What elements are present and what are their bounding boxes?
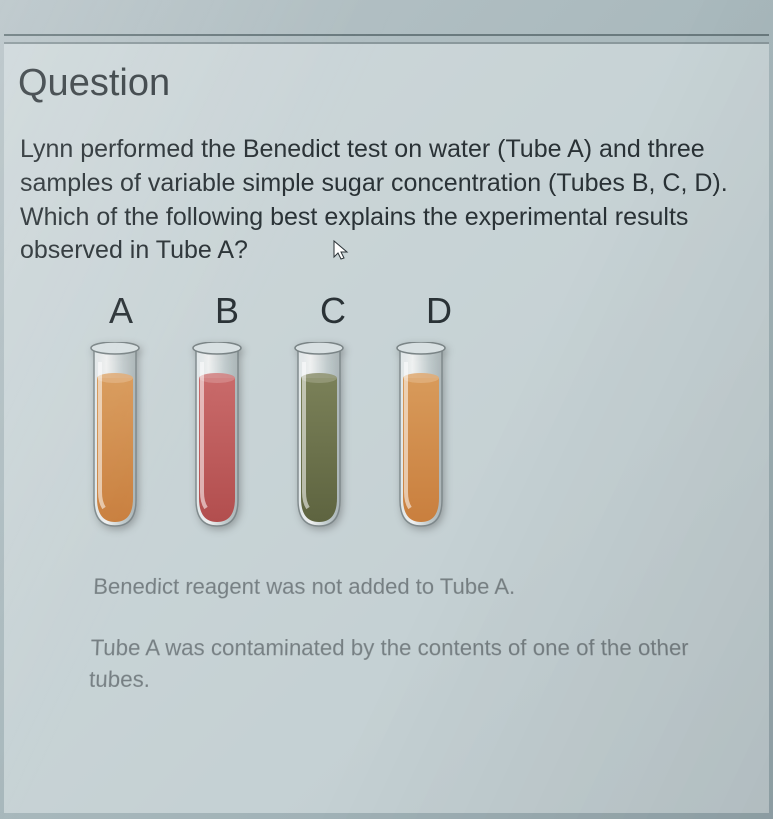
test-tube-a — [84, 342, 146, 532]
question-card: Question Lynn performed the Benedict tes… — [4, 42, 769, 813]
tube-label-b: B — [202, 290, 252, 332]
question-body-text: Lynn performed the Benedict test on wate… — [14, 133, 759, 268]
question-heading: Question — [14, 62, 759, 105]
tube-label-d: D — [414, 290, 464, 332]
answer-options: Benedict reagent was not added to Tube A… — [7, 572, 766, 696]
test-tube-b — [186, 342, 248, 532]
answer-option-1[interactable]: Benedict reagent was not added to Tube A… — [93, 572, 741, 603]
tube-label-c: C — [308, 290, 358, 332]
top-divider — [4, 8, 769, 36]
answer-option-2[interactable]: Tube A was contaminated by the contents … — [88, 633, 745, 696]
screen-frame: Question Lynn performed the Benedict tes… — [0, 0, 773, 819]
test-tube-c — [288, 342, 350, 532]
tubes-figure: A B C D — [14, 290, 759, 532]
tube-label-a: A — [96, 290, 146, 332]
tubes-row — [84, 342, 759, 532]
tube-labels-row: A B C D — [84, 290, 759, 332]
test-tube-d — [390, 342, 452, 532]
